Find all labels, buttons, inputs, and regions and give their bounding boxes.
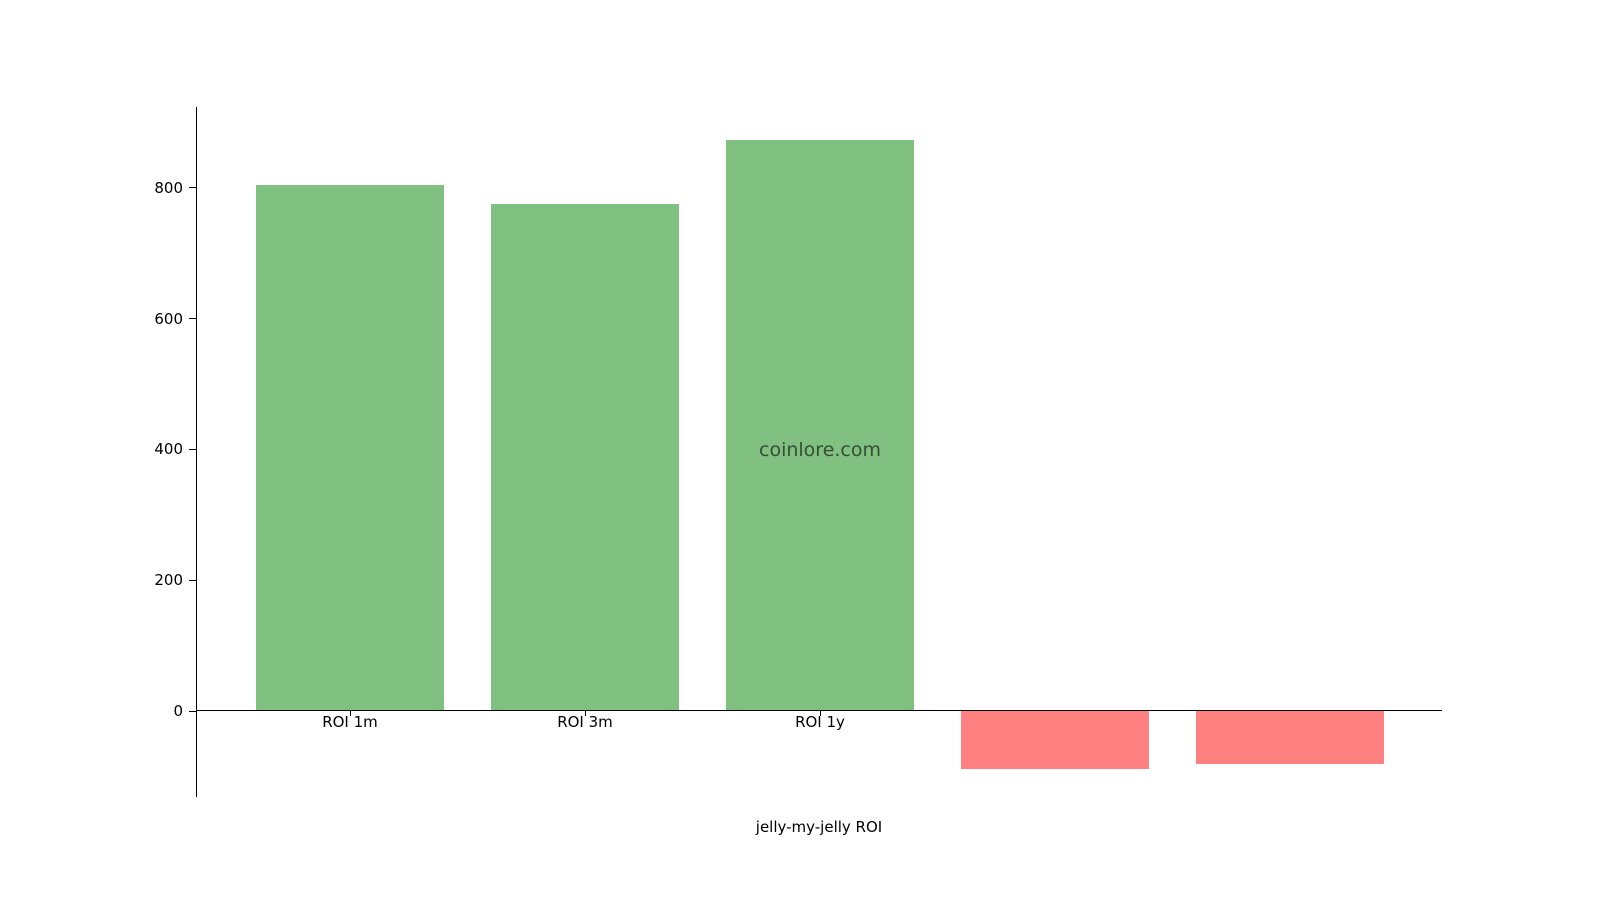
y-tick-label: 0 (173, 702, 183, 720)
x-tick-mark (349, 711, 351, 716)
y-tick-mark (189, 579, 196, 581)
bar-positive (491, 204, 679, 711)
x-axis-title: jelly-my-jelly ROI (755, 818, 883, 836)
y-tick-mark (189, 448, 196, 450)
y-tick-mark (189, 710, 196, 712)
y-tick-label: 800 (154, 178, 183, 197)
y-axis-spine (196, 107, 197, 797)
bar-negative (1196, 711, 1384, 764)
bar-negative (961, 711, 1149, 769)
x-tick-label: ROI 1m (322, 713, 378, 731)
x-tick-label: ROI 1y (795, 713, 845, 731)
x-tick-mark (584, 711, 586, 716)
watermark-text: coinlore.com (759, 439, 881, 461)
y-tick-label: 400 (154, 440, 183, 459)
y-tick-mark (189, 187, 196, 189)
y-tick-label: 600 (154, 309, 183, 328)
x-tick-mark (819, 711, 821, 716)
x-axis-zero-line (196, 710, 1442, 711)
y-tick-mark (189, 318, 196, 320)
bar-positive (726, 139, 914, 711)
y-tick-label: 200 (154, 571, 183, 590)
x-tick-label: ROI 3m (557, 713, 613, 731)
bar-positive (256, 184, 444, 711)
